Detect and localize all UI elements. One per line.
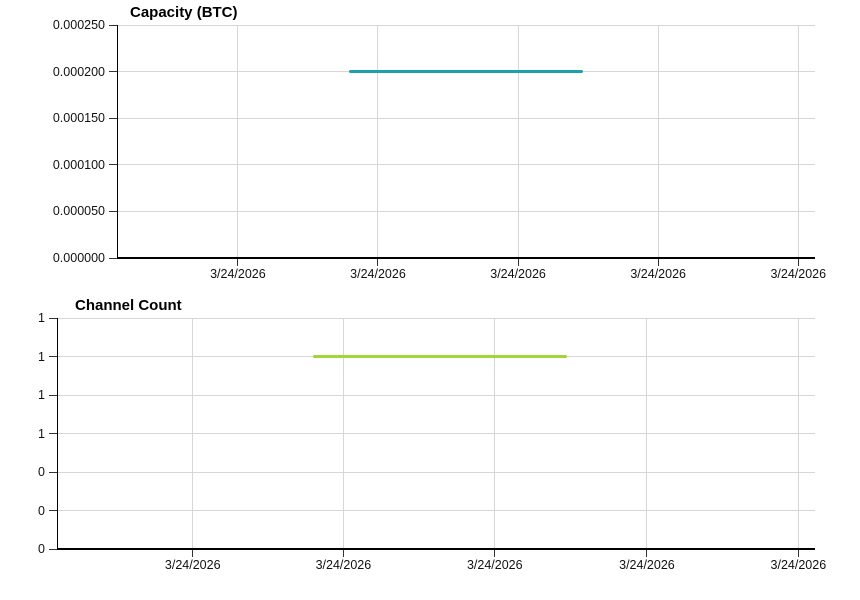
y-tick-mark <box>49 510 58 511</box>
y-tick-label: 0.000200 <box>52 64 105 79</box>
v-gridline <box>377 25 379 258</box>
x-tick-label: 3/24/2026 <box>466 558 523 572</box>
v-gridline <box>797 318 799 549</box>
y-tick-label: 1 <box>38 426 45 441</box>
x-tick-label: 3/24/2026 <box>770 267 827 281</box>
y-tick-mark <box>109 71 118 73</box>
x-tick-mark <box>646 549 648 557</box>
channel-count-chart-title: Channel Count <box>75 297 182 314</box>
x-axis-line <box>116 257 815 259</box>
y-tick-label: 1 <box>38 349 45 364</box>
y-tick-mark <box>109 210 118 212</box>
x-tick-mark <box>494 549 496 557</box>
x-axis-line <box>56 548 815 550</box>
h-gridline <box>58 317 815 319</box>
x-tick-mark <box>342 549 344 557</box>
h-gridline <box>118 210 815 212</box>
h-gridline <box>58 471 815 473</box>
h-gridline <box>58 433 815 434</box>
y-tick-label: 0 <box>38 503 45 518</box>
v-gridline <box>517 25 519 258</box>
y-tick-mark <box>109 164 118 166</box>
channel-count-series-line <box>313 355 567 358</box>
y-tick-mark <box>109 24 118 26</box>
x-tick-label: 3/24/2026 <box>630 267 686 281</box>
x-tick-label: 3/24/2026 <box>315 558 372 572</box>
h-gridline <box>118 164 815 166</box>
y-axis-line <box>116 25 118 259</box>
y-tick-mark <box>109 257 118 259</box>
h-gridline <box>58 394 815 396</box>
y-tick-label: 1 <box>38 311 45 325</box>
v-gridline <box>646 318 648 549</box>
x-tick-label: 3/24/2026 <box>619 558 675 572</box>
x-tick-label: 3/24/2026 <box>490 267 546 281</box>
y-tick-label: 1 <box>38 388 45 402</box>
v-gridline <box>494 318 496 549</box>
x-tick-label: 3/24/2026 <box>770 558 827 572</box>
y-tick-mark <box>49 356 58 357</box>
x-tick-label: 3/24/2026 <box>164 558 221 572</box>
y-tick-label: 0.000000 <box>52 251 105 265</box>
x-tick-mark <box>517 258 519 266</box>
v-gridline <box>192 318 194 549</box>
y-tick-mark <box>49 548 58 550</box>
h-gridline <box>58 510 815 511</box>
y-tick-mark <box>49 471 58 473</box>
y-tick-mark <box>49 317 58 319</box>
y-tick-mark <box>109 117 118 119</box>
x-tick-mark <box>192 549 194 557</box>
y-tick-label: 0.000050 <box>52 204 105 219</box>
x-tick-label: 3/24/2026 <box>210 267 266 281</box>
v-gridline <box>237 25 239 258</box>
v-gridline <box>797 25 799 258</box>
x-tick-mark <box>377 258 379 266</box>
y-tick-label: 0.000100 <box>52 157 105 172</box>
x-tick-mark <box>797 258 799 266</box>
y-tick-mark <box>49 433 58 434</box>
capacity-chart-title: Capacity (BTC) <box>130 4 238 21</box>
y-tick-label: 0 <box>38 465 45 479</box>
y-tick-label: 0.000250 <box>52 18 105 32</box>
x-tick-mark <box>237 258 239 266</box>
x-tick-label: 3/24/2026 <box>350 267 406 281</box>
capacity-series-line <box>348 70 583 74</box>
x-tick-mark <box>657 258 659 266</box>
h-gridline <box>118 117 815 119</box>
v-gridline <box>657 25 659 258</box>
h-gridline <box>118 24 815 26</box>
v-gridline <box>342 318 344 549</box>
y-tick-label: 0 <box>38 542 45 556</box>
y-tick-mark <box>49 394 58 396</box>
x-tick-mark <box>797 549 799 557</box>
y-axis-line <box>56 318 58 550</box>
y-tick-label: 0.000150 <box>52 111 105 126</box>
